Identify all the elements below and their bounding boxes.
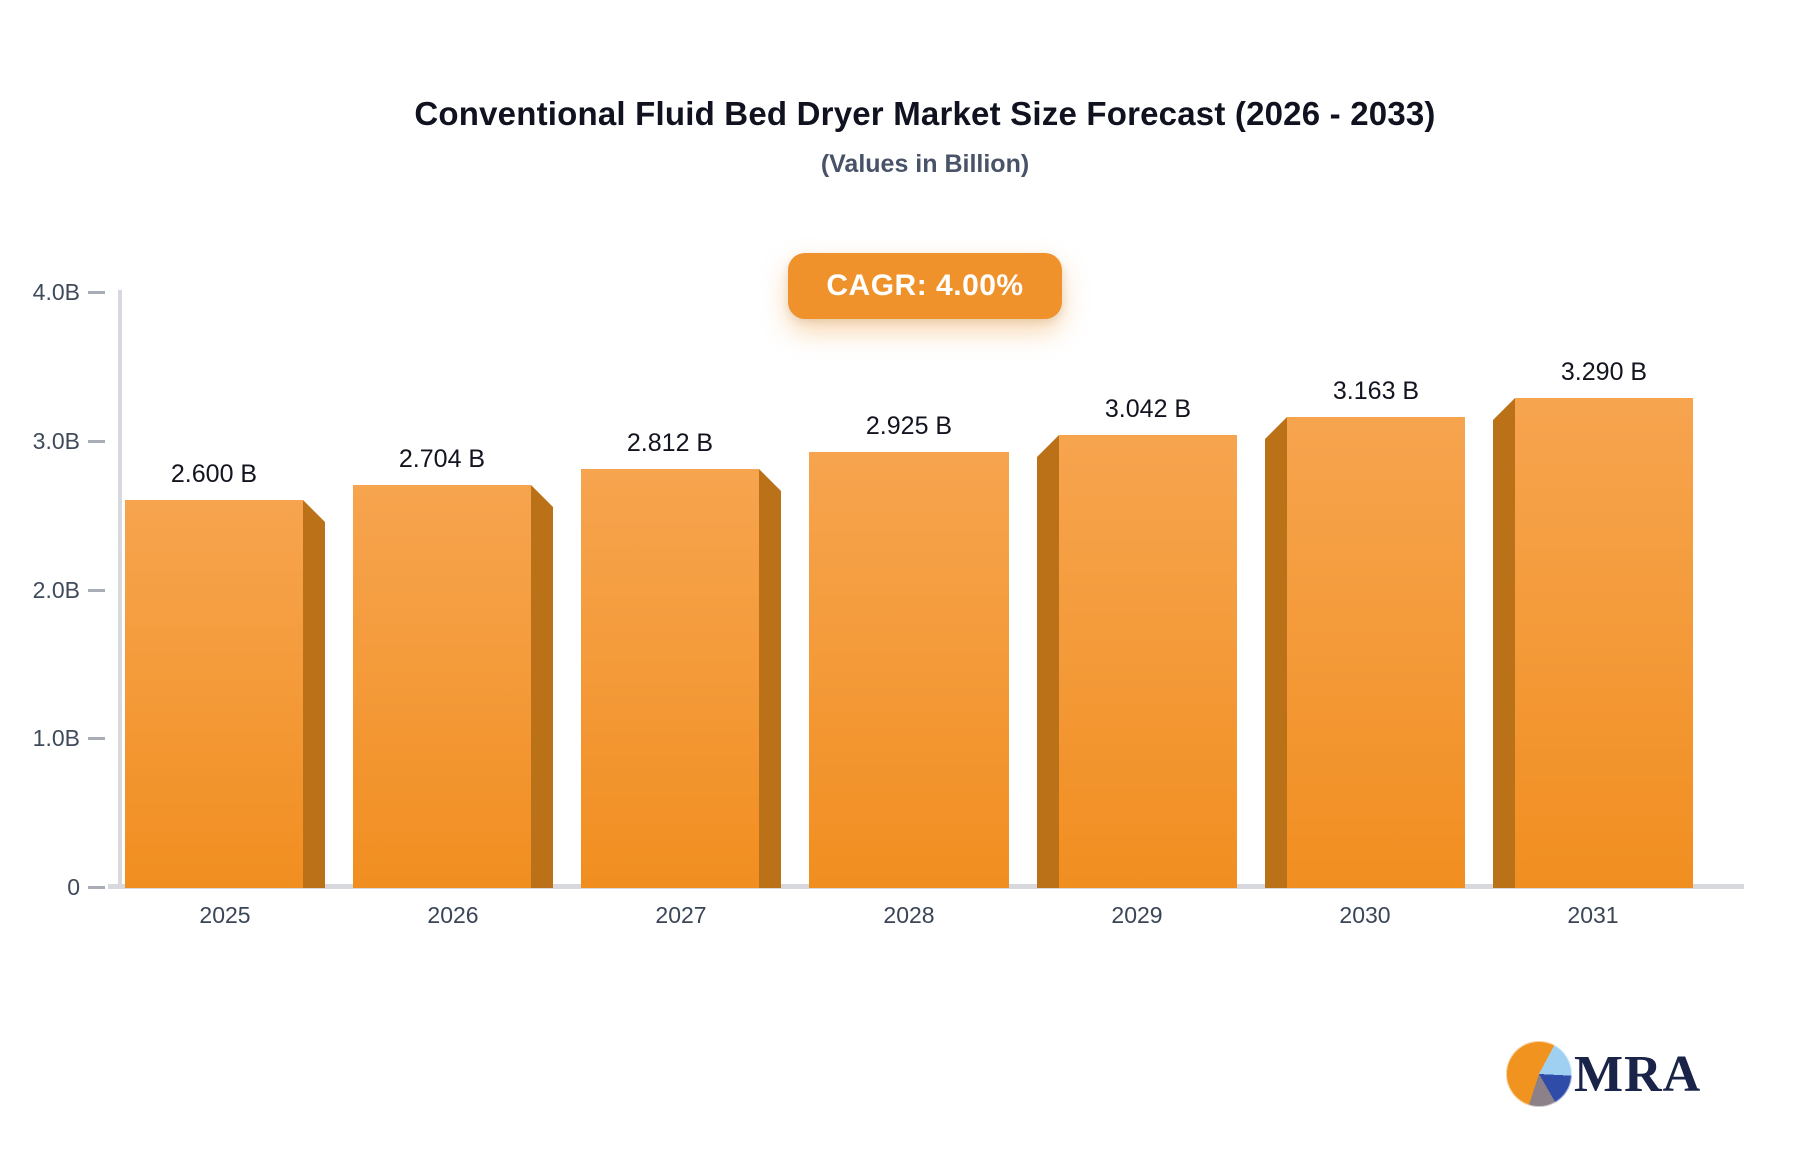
bar-value-label: 3.290 B	[1560, 358, 1648, 386]
bar-2025[interactable]	[125, 500, 303, 888]
bar-2026[interactable]	[353, 485, 531, 888]
y-axis-line	[118, 290, 122, 889]
y-axis-label: 1.0B	[32, 725, 80, 752]
bar-2028[interactable]	[809, 452, 1009, 888]
y-axis-tick	[88, 439, 105, 443]
chart-title: Conventional Fluid Bed Dryer Market Size…	[414, 95, 1436, 132]
bar-side-2031	[1493, 398, 1515, 888]
cagr-badge-wrap: CAGR: 4.00%	[60, 253, 1790, 319]
x-axis-label: 2029	[1111, 902, 1163, 928]
brand-logo: MRA	[1506, 1038, 1701, 1110]
bar-side-2030	[1265, 417, 1287, 888]
y-axis-label: 3.0B	[32, 427, 80, 454]
bar-2031[interactable]	[1515, 398, 1693, 888]
bar-side-2025	[303, 500, 325, 888]
brand-logo-text: MRA	[1574, 1045, 1702, 1103]
bar-value-label: 2.704 B	[398, 445, 486, 473]
x-axis-label: 2028	[883, 902, 935, 928]
x-axis-label: 2026	[427, 902, 479, 928]
bar-value-label: 3.042 B	[1104, 395, 1192, 423]
bar-2030[interactable]	[1287, 417, 1465, 888]
y-axis-tick	[88, 737, 105, 741]
y-axis-label: 4.0B	[32, 279, 80, 305]
bar-value-label: 2.925 B	[865, 412, 953, 440]
bar-2027[interactable]	[581, 469, 759, 888]
pie-chart-icon	[1506, 1041, 1572, 1107]
bar-side-2026	[531, 485, 553, 888]
bar-2029[interactable]	[1059, 435, 1237, 888]
y-axis-tick	[88, 886, 105, 889]
y-axis-label: 0	[67, 874, 80, 900]
bar-value-label: 2.812 B	[626, 429, 714, 457]
x-axis-label: 2025	[199, 902, 251, 928]
bar-side-2029	[1037, 435, 1059, 888]
x-axis-label: 2027	[655, 902, 707, 928]
bar-value-label: 3.163 B	[1332, 377, 1420, 405]
cagr-badge: CAGR: 4.00%	[788, 253, 1062, 319]
y-axis-tick	[88, 291, 105, 294]
x-axis-label: 2031	[1567, 902, 1619, 928]
y-axis-label: 2.0B	[32, 576, 80, 603]
x-axis-label: 2030	[1339, 902, 1391, 928]
chart-subtitle: (Values in Billion)	[820, 150, 1030, 178]
bar-value-label: 2.600 B	[170, 460, 258, 488]
bar-side-2027	[759, 469, 781, 888]
y-axis-tick	[88, 588, 105, 592]
